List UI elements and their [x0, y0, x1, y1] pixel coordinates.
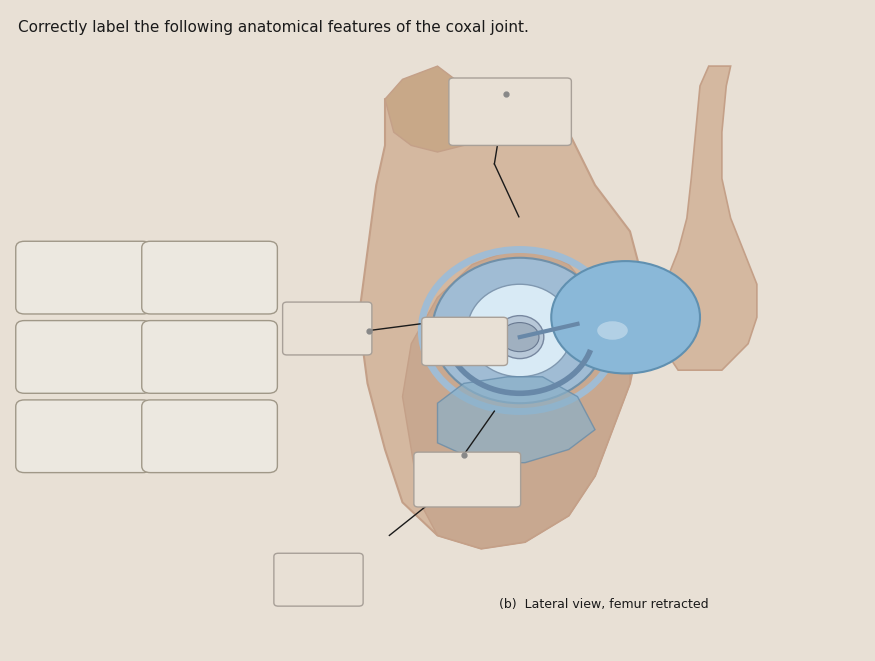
Text: Fovea capitis: Fovea capitis — [40, 430, 127, 443]
Ellipse shape — [467, 284, 572, 377]
FancyBboxPatch shape — [142, 241, 277, 314]
Circle shape — [551, 261, 700, 373]
Text: Round
ligament: Round ligament — [184, 343, 236, 371]
Ellipse shape — [639, 271, 691, 364]
FancyBboxPatch shape — [449, 78, 571, 145]
Text: Tibia: Tibia — [67, 350, 100, 364]
FancyBboxPatch shape — [16, 321, 151, 393]
FancyBboxPatch shape — [274, 553, 363, 606]
Text: Correctly label the following anatomical features of the coxal joint.: Correctly label the following anatomical… — [18, 20, 528, 35]
Circle shape — [500, 323, 539, 352]
Polygon shape — [438, 377, 595, 463]
FancyBboxPatch shape — [16, 241, 151, 314]
Ellipse shape — [432, 258, 607, 403]
Text: (b)  Lateral view, femur retracted: (b) Lateral view, femur retracted — [499, 598, 709, 611]
FancyBboxPatch shape — [142, 400, 277, 473]
FancyBboxPatch shape — [422, 317, 508, 366]
Polygon shape — [359, 79, 648, 549]
Text: Transverse
acetabular
ligament: Transverse acetabular ligament — [178, 256, 242, 299]
Ellipse shape — [598, 321, 628, 340]
Text: Labrum: Labrum — [58, 271, 109, 284]
Polygon shape — [402, 251, 630, 549]
Polygon shape — [385, 66, 481, 152]
FancyBboxPatch shape — [283, 302, 372, 355]
Ellipse shape — [495, 316, 544, 358]
Polygon shape — [661, 66, 757, 370]
FancyBboxPatch shape — [142, 321, 277, 393]
FancyBboxPatch shape — [414, 452, 521, 507]
Text: Obturator
membrane: Obturator membrane — [177, 422, 242, 450]
FancyBboxPatch shape — [16, 400, 151, 473]
